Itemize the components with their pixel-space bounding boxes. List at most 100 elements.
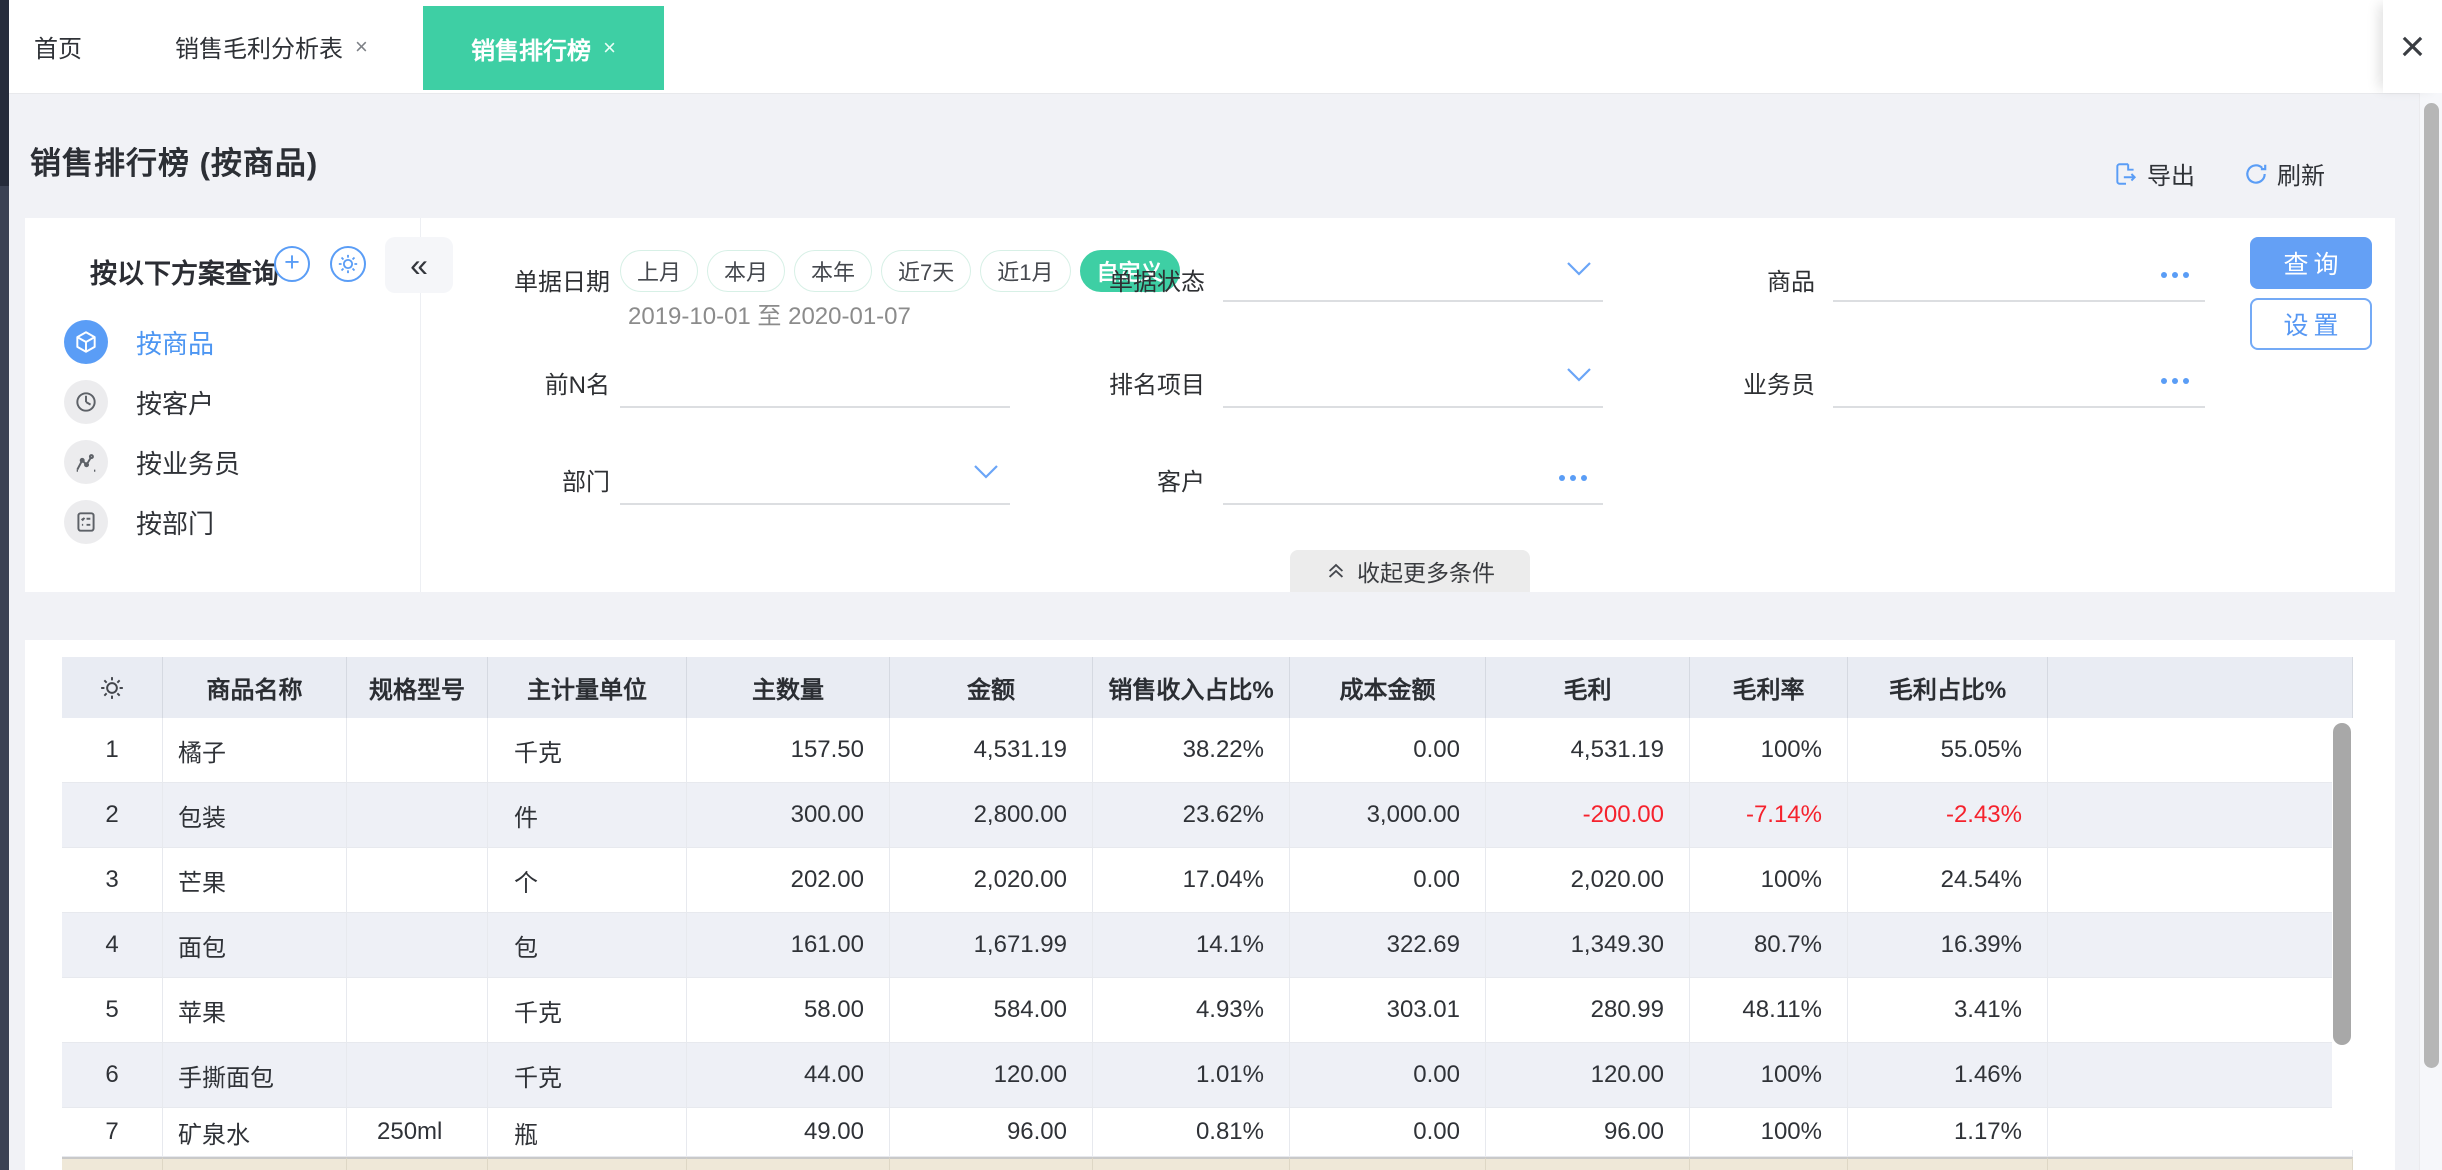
export-button[interactable]: 导出 [2113,156,2195,191]
refresh-button[interactable]: 刷新 [2243,156,2325,191]
customer-picker[interactable] [1223,457,1603,505]
table-cell: 584.00 [890,978,1093,1042]
date-pill[interactable]: 近7天 [881,250,972,292]
date-pill[interactable]: 本月 [707,250,786,292]
gear-icon[interactable] [99,675,125,701]
table-header-cell: 毛利占比% [1848,657,2048,718]
table-scrollbar-track[interactable] [2332,718,2353,1150]
tab-ranking-label: 销售排行榜 [471,37,592,65]
window-close-button[interactable]: × [2383,0,2442,93]
window-scrollbar-thumb[interactable] [2424,103,2439,1068]
department-select[interactable] [620,457,1010,505]
table-cell: 100% [1690,718,1848,782]
table-cell: 苹果 [163,978,347,1042]
table-row[interactable]: 2 包装件 300.00 2,800.00 23.62% 3,000.00 -200.00-… [62,783,2353,848]
table-cell: 千克 [488,1043,687,1107]
table-cell: 202.00 [687,848,890,912]
ellipsis-icon [2161,272,2189,278]
date-pill[interactable]: 上月 [620,250,699,292]
table-cell: 千克 [488,978,687,1042]
table-header-cell: 成本金额 [1290,657,1486,718]
table-header-cell: 毛利率 [1690,657,1848,718]
table-cell: 16.39% [1848,913,2048,977]
table-cell: 14.1% [1093,913,1290,977]
table-cell: 2,800.00 [890,783,1093,847]
table-cell: 24.54% [1848,848,2048,912]
sidebar-item-by-product[interactable]: 按商品 [64,320,214,364]
column-settings-cell[interactable] [62,657,163,718]
salesman-filter-label: 业务员 [1743,372,1815,399]
table-cell [347,978,488,1042]
table-cell: 17.04% [1093,848,1290,912]
window-scrollbar-track[interactable] [2419,0,2442,1170]
chevron-down-icon [1567,368,1591,382]
table-cell: 23.62% [1093,783,1290,847]
salesman-picker[interactable] [1833,360,2205,408]
table-cell: 4 [62,913,163,977]
close-tab-icon[interactable]: × [355,33,368,59]
tab-home-label: 首页 [34,36,82,63]
sidebar-item-by-salesman[interactable]: 按业务员 [64,440,240,484]
table-cell: 0.81% [1093,1108,1290,1156]
table-row[interactable]: 7 矿泉水 250ml 瓶 49.00 96.00 0.81% 0.00 96.00 100% 1.… [62,1108,2353,1157]
product-picker[interactable] [1833,254,2205,302]
table-cell: 1,349.30 [1486,913,1690,977]
query-button[interactable]: 查询 [2250,237,2372,289]
table-cell: 瓶 [488,1108,687,1156]
scheme-settings-button[interactable] [330,246,366,282]
top-n-filter-label: 前N名 [544,372,610,399]
chevron-double-up-icon [1328,563,1344,578]
date-quick-pills: 上月 本月 本年 近7天 近1月 自定义 [620,250,1189,292]
table-row[interactable]: 5 苹果 千克 58.00 584.00 4.93% 303.01 280.99 48.11% 3… [62,978,2353,1043]
tab-ranking-active[interactable]: 销售排行榜 × [423,6,664,90]
ranking-table: 商品名称 规格型号 主计量单位 主数量 金额 销售收入占比% 成本金额 毛利 毛利率 毛利占比% 1… [62,657,2353,1170]
table-header-cell [2048,657,2353,718]
table-cell: 4.93% [1093,978,1290,1042]
settings-button[interactable]: 设置 [2250,298,2372,350]
close-tab-icon[interactable]: × [603,35,616,60]
rank-item-select[interactable] [1223,360,1603,408]
sidebar-item-by-department[interactable]: 按部门 [64,500,214,544]
table-cell: 100% [1690,1043,1848,1107]
table-cell: 面包 [163,913,347,977]
status-select[interactable] [1223,254,1603,302]
tab-report[interactable]: 销售毛利分析表 × [175,0,368,93]
export-icon [2116,162,2137,185]
table-cell: 38.22% [1093,718,1290,782]
table-cell [2048,718,2353,782]
date-pill[interactable]: 近1月 [980,250,1071,292]
table-cell: 件 [488,783,687,847]
table-cell: 1 [62,718,163,782]
table-header-cell: 商品名称 [163,657,347,718]
table-cell: 100% [1690,848,1848,912]
date-pill[interactable]: 本年 [794,250,873,292]
table-header-row: 商品名称 规格型号 主计量单位 主数量 金额 销售收入占比% 成本金额 毛利 毛利率 毛利占比% [62,657,2353,718]
table-cell: 2,020.00 [890,848,1093,912]
table-cell: 55.05% [1848,718,2048,782]
date-pill-custom[interactable]: 自定义 [1079,250,1180,292]
close-icon: × [2399,21,2426,71]
table-cell: 58.00 [687,978,890,1042]
table-cell: 4,531.19 [1486,718,1690,782]
table-row[interactable]: 6 手撕面包 千克 44.00 120.00 1.01% 0.00 120.00 100% 1.4… [62,1043,2353,1108]
chevron-down-icon [974,465,998,479]
table-row[interactable]: 4 面包 包 161.00 1,671.99 14.1% 322.69 1,349.30 80.… [62,913,2353,978]
sidebar-item-by-customer[interactable]: 按客户 [64,380,214,424]
status-filter-label: 单据状态 [1109,269,1205,296]
divider [420,218,421,592]
top-n-input[interactable] [620,360,1010,408]
sidebar-collapse-button[interactable]: « [385,237,453,293]
table-cell: 1.01% [1093,1043,1290,1107]
table-scrollbar-thumb[interactable] [2333,723,2351,1045]
table-row[interactable]: 1 橘子 千克 157.50 4,531.19 38.22% 0.00 4,531.19 100… [62,718,2353,783]
add-scheme-button[interactable]: + [274,246,310,282]
table-cell: 4,531.19 [890,718,1093,782]
table-row[interactable]: 3 芒果个 202.00 2,020.00 17.04% 0.00 2,020.00 100%… [62,848,2353,913]
date-range-value[interactable]: 2019-10-01 至 2020-01-07 [628,303,911,330]
table-cell: -2.43% [1848,783,2048,847]
collapse-more-filters-button[interactable]: 收起更多条件 [1290,550,1530,592]
tab-home[interactable]: 首页 [34,0,82,93]
table-header-cell: 主数量 [687,657,890,718]
table-cell: 包 [488,913,687,977]
department-filter-label: 部门 [562,469,610,496]
